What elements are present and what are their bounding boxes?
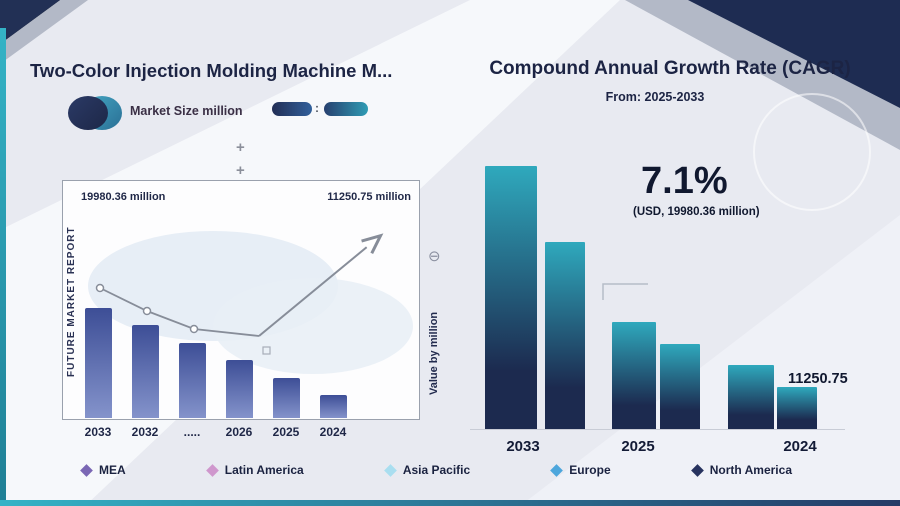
cagr-bar-2024-1 xyxy=(728,365,774,429)
market-bar-2033 xyxy=(85,308,112,418)
pill-decoration-left xyxy=(272,102,312,116)
cagr-bar-2033-2 xyxy=(545,242,585,429)
diamond-icon xyxy=(690,463,704,477)
cagr-bar-2025-2 xyxy=(660,344,700,429)
diamond-icon xyxy=(550,463,564,477)
pill-decoration-right xyxy=(324,102,368,116)
legend-item-latin-america: Latin America xyxy=(205,463,304,477)
chart-background-blob xyxy=(88,231,413,374)
minus-circle-icon: ⊖ xyxy=(428,248,441,265)
x-label-2033: 2033 xyxy=(84,425,112,439)
page-title: Two-Color Injection Molding Machine M... xyxy=(30,60,393,81)
legend-label: North America xyxy=(709,463,792,477)
cylinder-icon xyxy=(68,96,122,130)
chart-max-value-label: 19980.36 million xyxy=(81,191,166,203)
cagr-percentage: 7.1% xyxy=(641,160,728,202)
market-size-bars xyxy=(63,181,419,419)
market-bar-2026 xyxy=(226,360,253,418)
chart-min-value-label: 11250.75 million xyxy=(327,191,411,203)
legend-label: MEA xyxy=(99,463,126,477)
legend-item-asia-pacific: Asia Pacific xyxy=(383,463,471,477)
market-bar-2025 xyxy=(273,378,300,418)
x-label-2025: 2025 xyxy=(272,425,300,439)
cagr-bar-2033-1 xyxy=(485,166,537,429)
x-label-2024: 2024 xyxy=(319,425,347,439)
cagr-bar-2025-1 xyxy=(612,322,656,429)
cagr-bars xyxy=(470,160,870,430)
legend-item-north-america: North America xyxy=(690,463,792,477)
legend-label: Asia Pacific xyxy=(402,463,471,477)
market-bar-..... xyxy=(179,343,206,418)
x-label-2026: 2026 xyxy=(225,425,253,439)
cagr-bar-2024-2 xyxy=(777,387,817,429)
cylinder-front-shape xyxy=(68,96,108,130)
diamond-icon xyxy=(80,463,93,477)
market-size-chart: 19980.36 million 11250.75 million xyxy=(62,180,420,420)
market-bar-2024 xyxy=(320,395,347,418)
diamond-icon xyxy=(383,463,397,477)
left-accent-strip xyxy=(0,28,6,506)
cagr-baseline xyxy=(470,429,845,430)
cagr-subtitle: From: 2025-2033 xyxy=(605,90,705,104)
cagr-title: Compound Annual Growth Rate (CAGR) xyxy=(489,58,851,79)
legend-item-mea: MEA xyxy=(80,463,126,477)
plus-icon: + xyxy=(236,162,245,179)
market-size-legend-label: Market Size million xyxy=(130,104,243,118)
legend-item-europe: Europe xyxy=(550,463,611,477)
market-size-x-axis: 2033 2032..... 2026 2025 2024 xyxy=(62,425,420,441)
legend-label: Europe xyxy=(569,463,611,477)
cagr-usd-detail: (USD, 19980.36 million) xyxy=(633,206,760,218)
future-market-report-label: FUTURE MARKET REPORT xyxy=(66,226,77,378)
bottom-accent-strip xyxy=(0,500,900,506)
step-bracket-decoration xyxy=(602,283,648,300)
trend-line-and-forecast-arrow xyxy=(95,233,384,355)
colon-icon: : xyxy=(315,101,319,115)
value-axis-label: Value by million xyxy=(428,311,440,395)
legend-label: Latin America xyxy=(224,463,304,477)
market-bar-2032 xyxy=(132,325,159,418)
x-label-2032: 2032 xyxy=(131,425,159,439)
x-label-.....: ..... xyxy=(183,425,201,439)
diamond-icon xyxy=(205,463,219,477)
region-legend: MEA Latin America Asia Pacific Europe North … xyxy=(80,463,792,477)
plus-icon: + xyxy=(236,139,245,156)
cagr-2024-value-label: 11250.75 xyxy=(788,371,848,387)
